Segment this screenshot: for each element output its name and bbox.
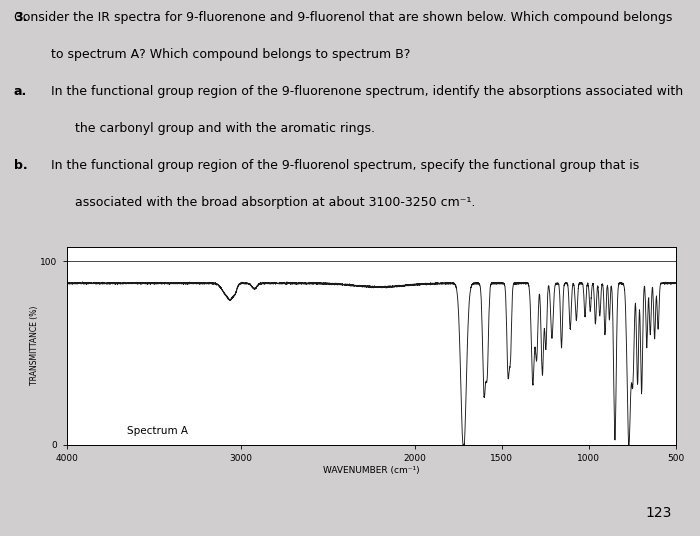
Text: the carbonyl group and with the aromatic rings.: the carbonyl group and with the aromatic… — [75, 122, 375, 135]
Text: b.: b. — [14, 159, 27, 172]
Y-axis label: TRANSMITTANCE (%): TRANSMITTANCE (%) — [30, 306, 38, 385]
Text: to spectrum A? Which compound belongs to spectrum B?: to spectrum A? Which compound belongs to… — [51, 48, 411, 61]
Text: 3.: 3. — [14, 11, 27, 24]
X-axis label: WAVENUMBER (cm⁻¹): WAVENUMBER (cm⁻¹) — [323, 466, 419, 475]
Text: a.: a. — [14, 85, 27, 98]
Text: In the functional group region of the 9-fluorenone spectrum, identify the absorp: In the functional group region of the 9-… — [51, 85, 683, 98]
Text: 123: 123 — [645, 506, 672, 520]
Text: Spectrum A: Spectrum A — [127, 426, 188, 436]
Text: In the functional group region of the 9-fluorenol spectrum, specify the function: In the functional group region of the 9-… — [51, 159, 640, 172]
Text: associated with the broad absorption at about 3100-3250 cm⁻¹.: associated with the broad absorption at … — [75, 197, 475, 210]
Text: Consider the IR spectra for 9-fluorenone and 9-fluorenol that are shown below. W: Consider the IR spectra for 9-fluorenone… — [14, 11, 673, 24]
